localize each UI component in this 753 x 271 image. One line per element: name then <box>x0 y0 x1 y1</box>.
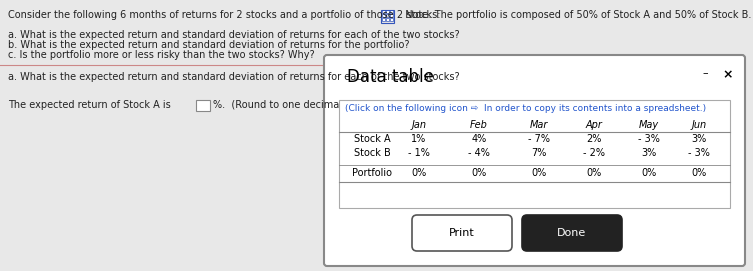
Text: Apr: Apr <box>586 120 602 130</box>
Text: 0%: 0% <box>471 168 486 178</box>
Text: 3%: 3% <box>691 134 706 144</box>
Text: - 2%: - 2% <box>583 148 605 158</box>
Bar <box>382 18 386 21</box>
Bar <box>386 18 389 21</box>
Text: Data table: Data table <box>347 68 434 86</box>
Text: Feb: Feb <box>470 120 488 130</box>
Bar <box>382 9 395 22</box>
Bar <box>386 10 389 13</box>
Text: 0%: 0% <box>587 168 602 178</box>
Text: c. Is the portfolio more or less risky than the two stocks? Why?: c. Is the portfolio more or less risky t… <box>8 50 315 60</box>
Text: - 3%: - 3% <box>688 148 710 158</box>
Bar <box>339 100 730 208</box>
Text: Done: Done <box>557 228 587 238</box>
Bar <box>196 100 210 111</box>
Text: 0%: 0% <box>411 168 427 178</box>
Text: a. What is the expected return and standard deviation of returns for each of the: a. What is the expected return and stand… <box>8 30 459 40</box>
Text: 0%: 0% <box>642 168 657 178</box>
Text: 0%: 0% <box>532 168 547 178</box>
Text: Print: Print <box>449 228 475 238</box>
Text: 7%: 7% <box>532 148 547 158</box>
Text: –: – <box>702 68 708 78</box>
Text: Mar: Mar <box>530 120 548 130</box>
FancyBboxPatch shape <box>324 55 745 266</box>
Text: 0%: 0% <box>691 168 706 178</box>
Text: Portfolio: Portfolio <box>352 168 392 178</box>
FancyBboxPatch shape <box>522 215 622 251</box>
Bar <box>390 14 393 17</box>
Text: Jan: Jan <box>411 120 426 130</box>
Text: 4%: 4% <box>471 134 486 144</box>
Text: - 1%: - 1% <box>408 148 430 158</box>
Text: (Click on the following icon ⇨  In order to copy its contents into a spreadsheet: (Click on the following icon ⇨ In order … <box>345 104 706 113</box>
Text: - 7%: - 7% <box>528 134 550 144</box>
Text: b. What is the expected return and standard deviation of returns for the portfol: b. What is the expected return and stand… <box>8 40 410 50</box>
Text: Stock A: Stock A <box>354 134 390 144</box>
Text: Stock B: Stock B <box>354 148 390 158</box>
Text: ×: × <box>722 68 733 81</box>
Text: Note: The portfolio is composed of 50% of Stock A and 50% of Stock B.: Note: The portfolio is composed of 50% o… <box>399 10 751 20</box>
Text: - 4%: - 4% <box>468 148 490 158</box>
Text: %.  (Round to one decimal place.): %. (Round to one decimal place.) <box>213 100 378 110</box>
Text: 3%: 3% <box>642 148 657 158</box>
FancyBboxPatch shape <box>412 215 512 251</box>
Bar <box>390 10 393 13</box>
Bar <box>382 10 386 13</box>
Text: The expected return of Stock A is: The expected return of Stock A is <box>8 100 171 110</box>
Text: - 3%: - 3% <box>638 134 660 144</box>
Text: May: May <box>639 120 659 130</box>
Text: 1%: 1% <box>411 134 427 144</box>
Text: Jun: Jun <box>691 120 706 130</box>
Text: 2%: 2% <box>587 134 602 144</box>
Text: Consider the following 6 months of returns for 2 stocks and a portfolio of those: Consider the following 6 months of retur… <box>8 10 441 20</box>
Text: a. What is the expected return and standard deviation of returns for each of the: a. What is the expected return and stand… <box>8 72 459 82</box>
Bar <box>390 18 393 21</box>
Bar <box>382 14 386 17</box>
Bar <box>386 14 389 17</box>
